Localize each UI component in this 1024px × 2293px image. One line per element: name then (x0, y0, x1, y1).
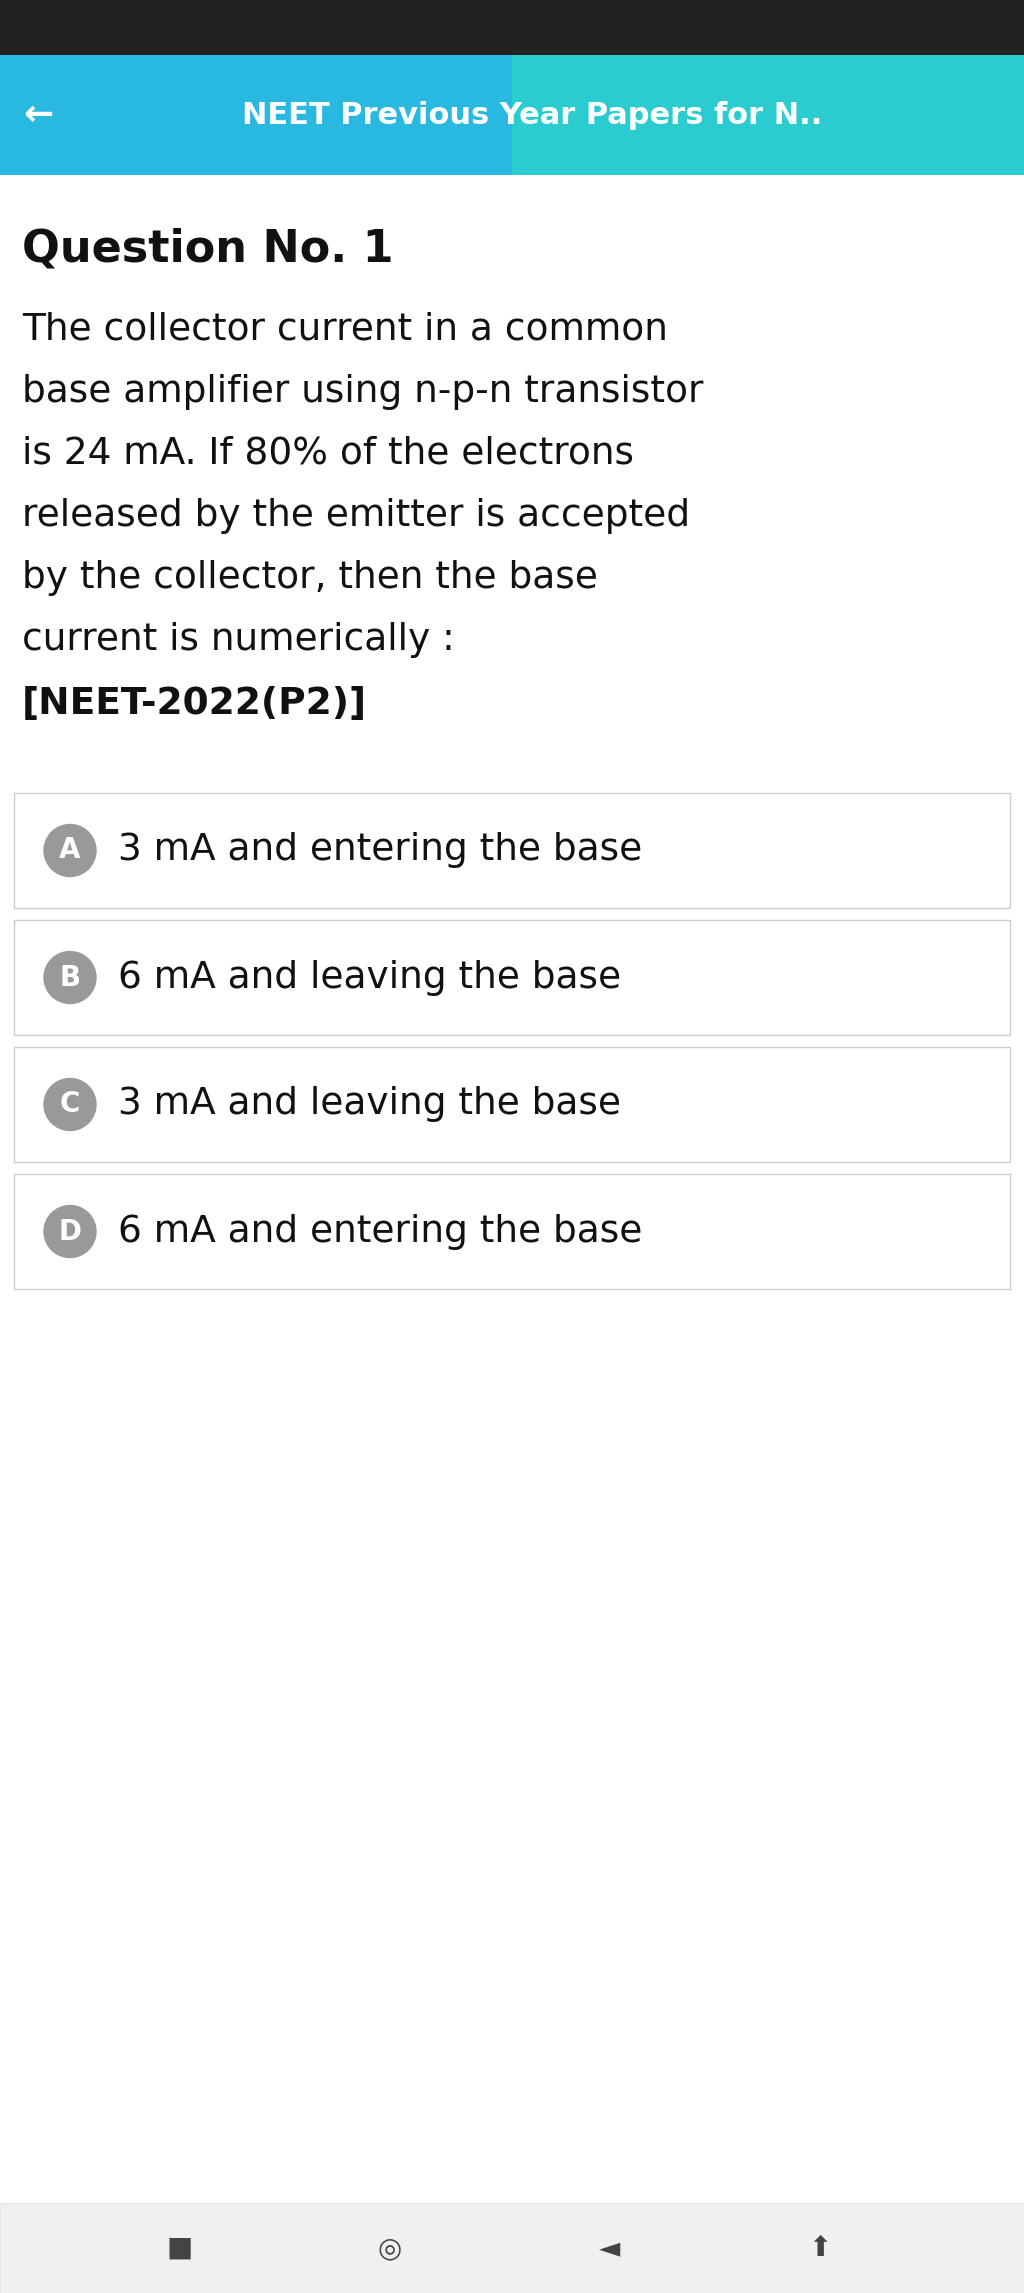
Text: 6 mA and entering the base: 6 mA and entering the base (118, 1213, 642, 1250)
Text: ◎: ◎ (378, 2233, 402, 2261)
Text: ■: ■ (167, 2233, 194, 2261)
Text: 3 mA and entering the base: 3 mA and entering the base (118, 832, 642, 869)
Text: B: B (59, 963, 81, 991)
Bar (14, 793, 1010, 908)
Text: 3 mA and leaving the base: 3 mA and leaving the base (118, 1087, 621, 1124)
Text: The collector current in a common: The collector current in a common (22, 312, 668, 349)
Bar (0, 0, 1024, 55)
Text: is 24 mA. If 80% of the electrons: is 24 mA. If 80% of the electrons (22, 436, 634, 472)
Text: by the collector, then the base: by the collector, then the base (22, 559, 598, 596)
Text: C: C (59, 1091, 80, 1119)
Text: 6 mA and leaving the base: 6 mA and leaving the base (118, 958, 622, 995)
Circle shape (44, 1078, 96, 1130)
Text: A: A (59, 837, 81, 864)
Bar (14, 1174, 1010, 1289)
Text: ⬆: ⬆ (808, 2233, 831, 2261)
Text: [NEET-2022(P2)]: [NEET-2022(P2)] (22, 686, 368, 722)
Text: D: D (58, 1218, 82, 1245)
Circle shape (44, 825, 96, 876)
Text: ←: ← (23, 99, 53, 133)
Bar (14, 1048, 1010, 1163)
Circle shape (44, 952, 96, 1004)
Text: base amplifier using n-p-n transistor: base amplifier using n-p-n transistor (22, 374, 703, 410)
Text: current is numerically :: current is numerically : (22, 621, 455, 658)
Circle shape (44, 1206, 96, 1257)
Bar (0, 2204, 1024, 2293)
Bar (0, 55, 512, 174)
Text: ◄: ◄ (599, 2233, 621, 2261)
Text: released by the emitter is accepted: released by the emitter is accepted (22, 498, 690, 534)
Text: NEET Previous Year Papers for N..: NEET Previous Year Papers for N.. (242, 101, 822, 128)
Bar (14, 919, 1010, 1034)
Text: Question No. 1: Question No. 1 (22, 227, 393, 271)
Bar (512, 55, 1024, 174)
